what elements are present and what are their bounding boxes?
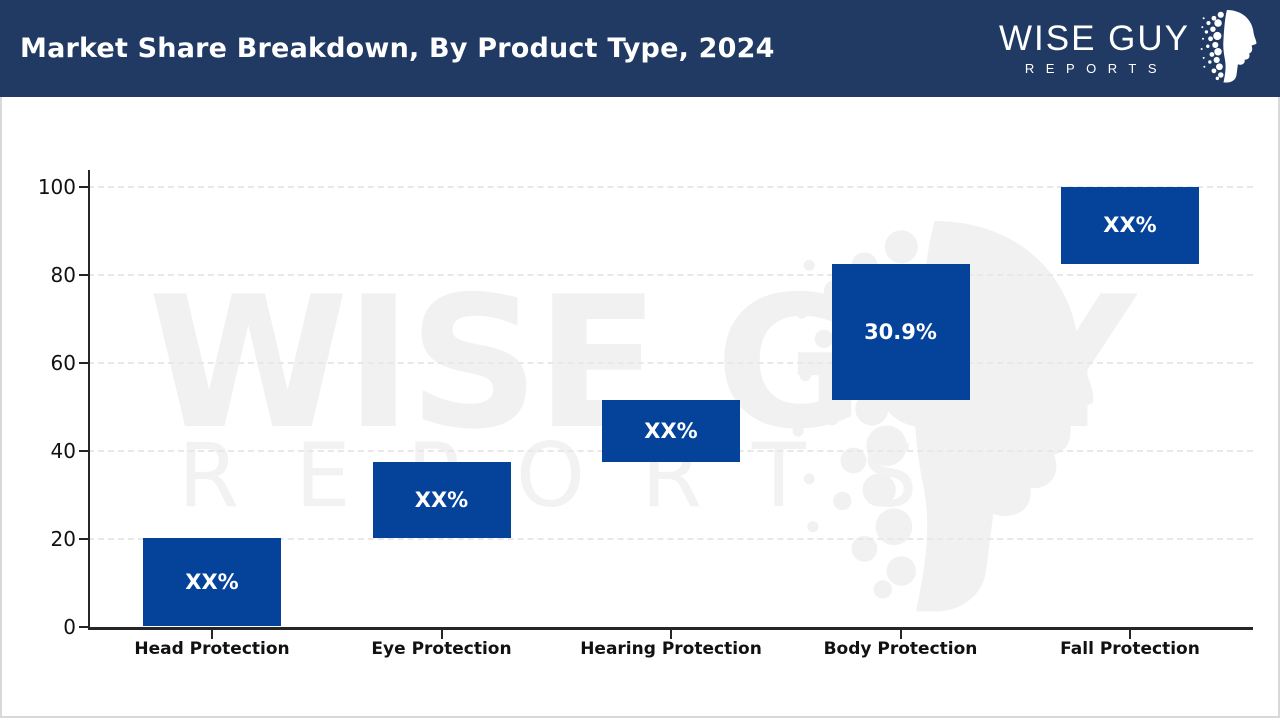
x-axis-label-eye-protection: Eye Protection xyxy=(371,638,512,659)
brand-logo-text: WISE GUY REPORTS xyxy=(999,21,1190,76)
gridline-60 xyxy=(88,361,1253,364)
brand-logo: WISE GUY REPORTS xyxy=(999,8,1266,90)
y-tick-label-20: 20 xyxy=(50,526,76,551)
bar-body-protection: 30.9% xyxy=(831,264,970,401)
bar-fall-protection: XX% xyxy=(1061,186,1199,265)
bar-value-label-eye-protection: XX% xyxy=(414,487,469,512)
y-tick-mark-40 xyxy=(79,449,88,452)
header-bar: Market Share Breakdown, By Product Type,… xyxy=(0,0,1280,97)
brand-subname: REPORTS xyxy=(1024,61,1169,76)
bar-eye-protection: XX% xyxy=(372,462,511,538)
x-tick-mark-head-protection xyxy=(211,629,213,639)
y-axis-line xyxy=(88,170,90,629)
y-tick-mark-0 xyxy=(79,625,88,628)
bar-value-label-fall-protection: XX% xyxy=(1103,213,1157,238)
gridline-100 xyxy=(88,185,1253,188)
y-tick-mark-60 xyxy=(79,361,88,364)
dotted-head-icon xyxy=(1200,9,1257,82)
x-axis-label-hearing-protection: Hearing Protection xyxy=(580,638,762,659)
x-tick-mark-hearing-protection xyxy=(670,629,672,639)
y-tick-mark-20 xyxy=(79,537,88,540)
bar-hearing-protection: XX% xyxy=(602,400,740,463)
y-tick-mark-100 xyxy=(79,185,88,188)
y-tick-label-100: 100 xyxy=(37,174,76,199)
brand-name: WISE GUY xyxy=(998,19,1190,58)
y-tick-label-80: 80 xyxy=(50,262,76,287)
bar-value-label-hearing-protection: XX% xyxy=(644,419,698,444)
bar-head-protection: XX% xyxy=(143,537,281,627)
x-tick-mark-fall-protection xyxy=(1129,629,1131,639)
gridline-20 xyxy=(88,537,1253,540)
watermark-reports-text: REPORTS xyxy=(178,424,974,527)
x-axis-line xyxy=(88,626,1253,630)
y-tick-label-40: 40 xyxy=(50,438,76,463)
y-tick-mark-80 xyxy=(79,273,88,276)
bar-value-label-head-protection: XX% xyxy=(185,570,239,595)
y-tick-label-0: 0 xyxy=(63,614,76,639)
x-axis-label-fall-protection: Fall Protection xyxy=(1060,638,1200,659)
x-tick-mark-body-protection xyxy=(899,629,902,639)
y-tick-label-60: 60 xyxy=(50,350,76,375)
gridline-80 xyxy=(88,273,1253,276)
x-tick-mark-eye-protection xyxy=(440,629,443,639)
x-axis-label-head-protection: Head Protection xyxy=(134,638,290,659)
x-axis-label-body-protection: Body Protection xyxy=(823,638,978,659)
chart-title: Market Share Breakdown, By Product Type,… xyxy=(20,33,775,64)
bar-value-label-body-protection: 30.9% xyxy=(864,320,937,345)
